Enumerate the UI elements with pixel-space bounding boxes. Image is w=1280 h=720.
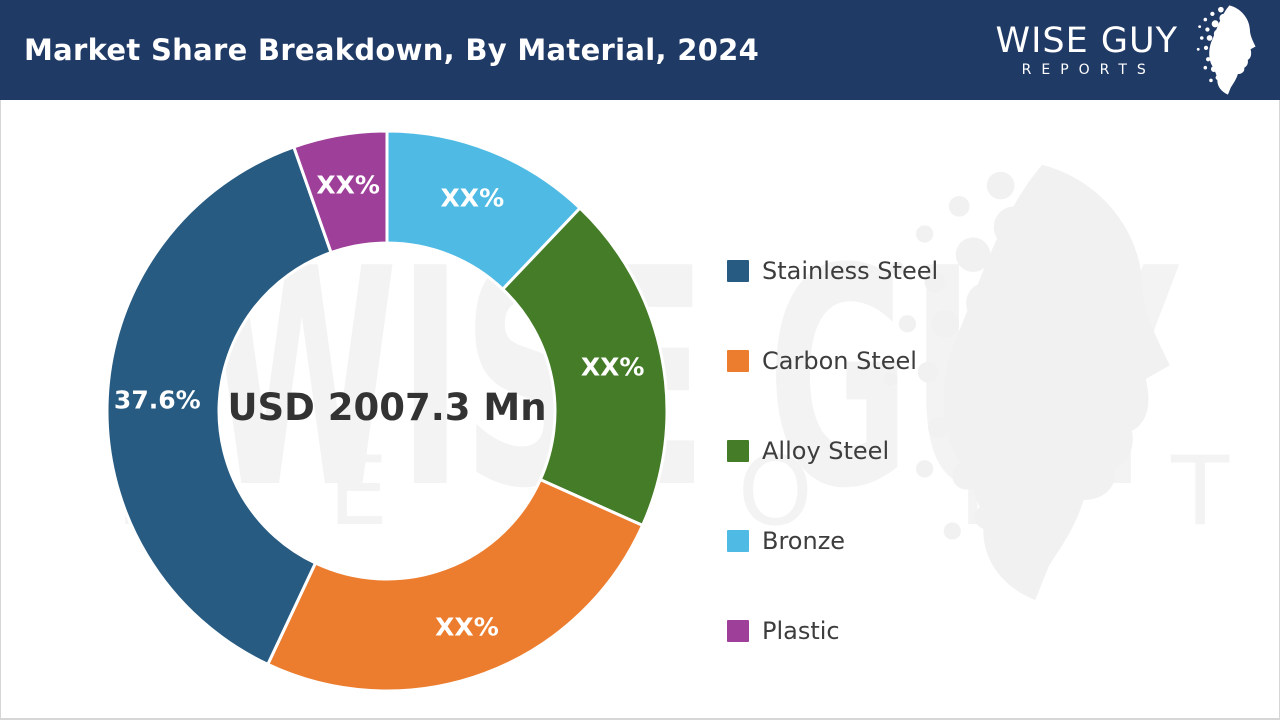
- slice-label-carbon-steel: XX%: [435, 613, 499, 642]
- legend-label: Stainless Steel: [762, 257, 939, 285]
- legend-label: Bronze: [762, 527, 846, 555]
- logo-line2: REPORTS: [1021, 61, 1156, 78]
- legend-swatch-bronze: [727, 530, 749, 552]
- donut-slice-stainless-steel[interactable]: [105, 145, 333, 666]
- slice-label-plastic: XX%: [316, 170, 380, 199]
- donut-slice-alloy-steel[interactable]: [501, 206, 669, 527]
- donut-chart[interactable]: XX% XX% XX% 37.6% XX%: [1, 100, 771, 720]
- logo-face-icon: [1196, 5, 1256, 95]
- legend-item-carbon-steel[interactable]: Carbon Steel: [727, 346, 938, 376]
- page-title: Market Share Breakdown, By Material, 202…: [24, 33, 760, 67]
- legend-item-plastic[interactable]: Plastic: [727, 616, 938, 646]
- legend-swatch-carbon-steel: [727, 350, 749, 372]
- chart-canvas: WISE GUY R E P O R T S XX%XX%XX%37.6%XX%: [0, 100, 1280, 720]
- legend-swatch-alloy-steel: [727, 440, 749, 462]
- legend-item-stainless-steel[interactable]: Stainless Steel: [727, 256, 938, 286]
- chart-center-value: USD 2007.3 Mn: [227, 386, 547, 429]
- header-bar: Market Share Breakdown, By Material, 202…: [0, 0, 1280, 100]
- legend-label: Alloy Steel: [762, 437, 890, 465]
- slice-label-stainless-steel: 37.6%: [114, 385, 201, 414]
- legend-swatch-stainless-steel: [727, 260, 749, 282]
- logo-line1: WISE GUY: [995, 20, 1178, 61]
- legend-swatch-plastic: [727, 620, 749, 642]
- legend-label: Carbon Steel: [762, 347, 917, 375]
- legend-label: Plastic: [762, 617, 840, 645]
- donut-slice-carbon-steel[interactable]: [266, 478, 645, 693]
- wise-guy-logo: WISE GUY REPORTS: [995, 4, 1264, 96]
- logo-wordmark: WISE GUY REPORTS: [995, 20, 1178, 78]
- donut-slice-plastic[interactable]: [292, 129, 389, 255]
- slice-label-alloy-steel: XX%: [581, 352, 645, 381]
- legend-item-alloy-steel[interactable]: Alloy Steel: [727, 436, 938, 466]
- legend-item-bronze[interactable]: Bronze: [727, 526, 938, 556]
- slice-label-bronze: XX%: [441, 183, 505, 212]
- chart-legend: Stainless Steel Carbon Steel Alloy Steel…: [727, 256, 938, 706]
